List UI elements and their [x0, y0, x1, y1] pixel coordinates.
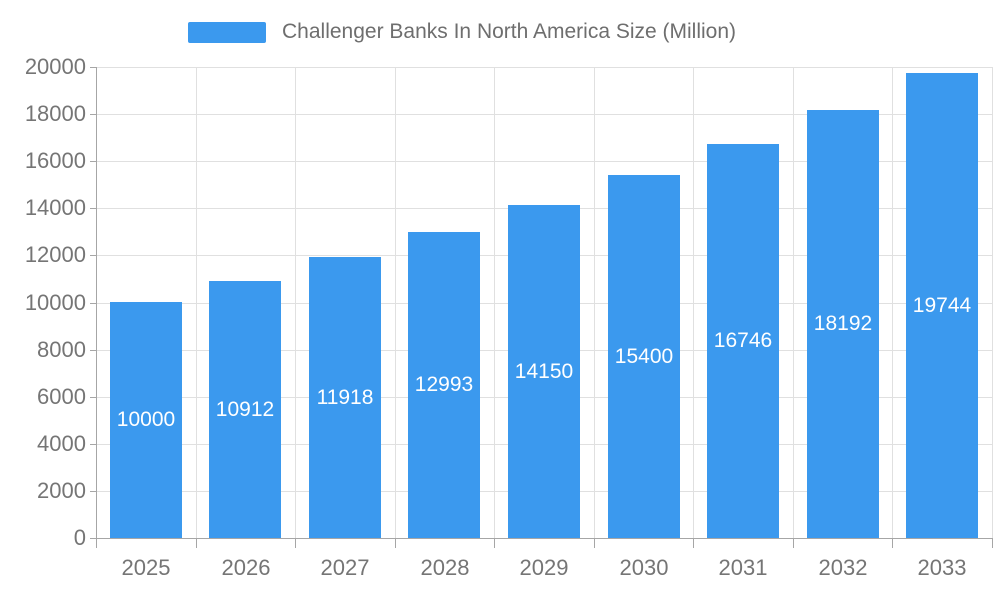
legend-item[interactable]: Challenger Banks In North America Size (… [188, 19, 736, 45]
bar-2025[interactable]: 10000 [110, 302, 182, 538]
gridline-vertical [793, 67, 794, 538]
x-axis-tick [693, 538, 694, 548]
y-axis-tick-label: 10000 [24, 290, 86, 315]
x-axis-tick [494, 538, 495, 548]
legend-swatch-icon [188, 21, 266, 43]
gridline-vertical [693, 67, 694, 538]
bar-value-label: 11918 [316, 385, 374, 409]
y-axis-tick-label: 0 [73, 525, 86, 550]
x-axis-tick-label: 2029 [519, 555, 569, 580]
x-axis-tick-label: 2025 [121, 555, 171, 580]
x-axis-tick-label: 2030 [619, 555, 669, 580]
x-axis-tick [594, 538, 595, 548]
y-axis-tick-label: 14000 [24, 195, 86, 220]
bar-value-label: 12993 [414, 373, 474, 396]
y-axis-tick [90, 444, 96, 445]
x-axis-tick [992, 538, 993, 548]
gridline-vertical [494, 67, 495, 538]
x-axis-line [96, 538, 992, 539]
x-axis-tick-label: 2033 [917, 555, 967, 580]
y-axis-tick [90, 303, 96, 304]
x-axis-tick [395, 538, 396, 548]
bar-2029[interactable]: 14150 [508, 205, 580, 538]
x-axis-tick-label: 2027 [320, 555, 370, 580]
x-axis-tick-label: 2026 [221, 555, 271, 580]
bar-2032[interactable]: 18192 [807, 110, 879, 538]
x-axis-tick [196, 538, 197, 548]
x-axis-tick-label: 2028 [420, 555, 470, 580]
gridline-horizontal [96, 161, 992, 162]
y-axis-line [96, 67, 97, 548]
y-axis-tick [90, 67, 96, 68]
bar-value-label: 16746 [713, 329, 773, 352]
gridline-vertical [295, 67, 296, 538]
bar-2028[interactable]: 12993 [408, 232, 480, 538]
x-axis-tick [96, 538, 97, 548]
y-axis-tick [90, 350, 96, 351]
y-axis-tick [90, 114, 96, 115]
y-axis-tick [90, 538, 96, 539]
y-axis-tick-label: 12000 [24, 242, 86, 267]
y-axis-tick [90, 397, 96, 398]
bar-value-label: 14150 [514, 359, 574, 383]
y-axis-tick-label: 20000 [24, 54, 86, 79]
x-axis-tick [295, 538, 296, 548]
gridline-vertical [395, 67, 396, 538]
bar-2033[interactable]: 19744 [906, 73, 978, 538]
gridline-vertical [992, 67, 993, 538]
gridline-horizontal [96, 114, 992, 115]
bar-value-label: 15400 [614, 344, 674, 368]
y-axis-tick-label: 8000 [37, 337, 86, 362]
x-axis-tick-label: 2031 [718, 555, 768, 580]
y-axis-tick-label: 2000 [37, 478, 86, 503]
bar-2027[interactable]: 11918 [309, 257, 381, 538]
legend-label: Challenger Banks In North America Size (… [282, 20, 737, 43]
gridline-vertical [594, 67, 595, 538]
gridline-horizontal [96, 67, 992, 68]
x-axis-tick [892, 538, 893, 548]
bar-value-label: 10912 [215, 397, 275, 421]
gridline-vertical [892, 67, 893, 538]
y-axis-tick [90, 161, 96, 162]
bar-value-label: 10000 [116, 408, 176, 431]
bar-value-label: 18192 [813, 312, 873, 335]
y-axis-tick-label: 6000 [37, 384, 86, 409]
bar-value-label: 19744 [912, 293, 972, 317]
y-axis-tick [90, 491, 96, 492]
x-axis-tick [793, 538, 794, 548]
gridline-vertical [196, 67, 197, 538]
y-axis-tick-label: 16000 [24, 148, 86, 173]
y-axis-tick [90, 255, 96, 256]
x-axis-tick-label: 2032 [818, 555, 868, 580]
bar-2026[interactable]: 10912 [209, 281, 281, 538]
y-axis-tick-label: 18000 [24, 101, 86, 126]
bar-2031[interactable]: 16746 [707, 144, 779, 538]
bar-2030[interactable]: 15400 [608, 175, 680, 538]
y-axis-tick [90, 208, 96, 209]
y-axis-tick-label: 4000 [37, 431, 86, 456]
